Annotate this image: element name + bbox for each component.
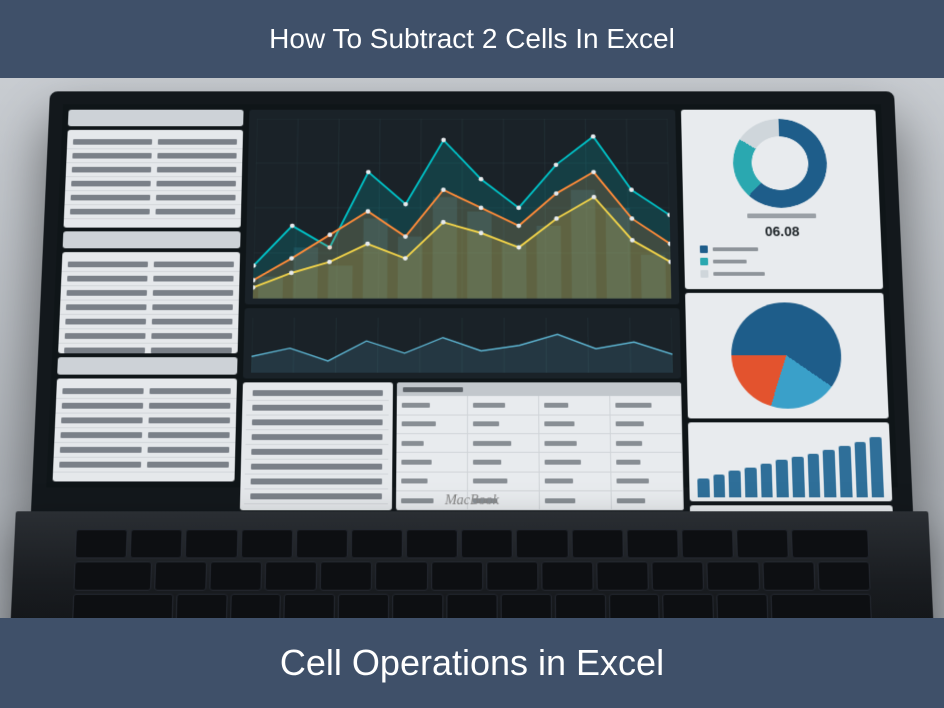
keyboard: [71, 529, 873, 618]
right-column: 06.08: [681, 110, 891, 482]
table-grid: [396, 396, 684, 510]
mid-bottom-row: [240, 383, 684, 511]
left-column: [53, 110, 244, 482]
wave-chart-panel: [243, 308, 681, 379]
detail-list-panel: [240, 383, 393, 511]
pie-chart: [730, 302, 843, 408]
laptop-screen: 06.08 MacBook: [31, 91, 913, 511]
laptop: 06.08 MacBook: [23, 91, 921, 618]
data-table-panel: [396, 383, 684, 511]
table-header: [397, 383, 682, 397]
stat-value: 06.08: [765, 224, 800, 239]
laptop-base: [8, 511, 937, 618]
bottom-banner: Cell Operations in Excel: [0, 618, 944, 708]
laptop-brand: MacBook: [445, 493, 499, 509]
pie-panel: [685, 293, 889, 419]
bottom-banner-title: Cell Operations in Excel: [280, 642, 664, 684]
top-banner-title: How To Subtract 2 Cells In Excel: [269, 23, 675, 55]
top-banner: How To Subtract 2 Cells In Excel: [0, 0, 944, 78]
donut-chart: [732, 119, 829, 208]
donut-legend: [694, 239, 873, 280]
donut-panel: 06.08: [681, 110, 883, 289]
middle-column: [241, 110, 684, 482]
stat-label: [747, 214, 816, 219]
hero-image: 06.08 MacBook: [0, 78, 944, 618]
area-chart-panel: [245, 110, 680, 304]
bar-chart-panel: [688, 422, 892, 501]
